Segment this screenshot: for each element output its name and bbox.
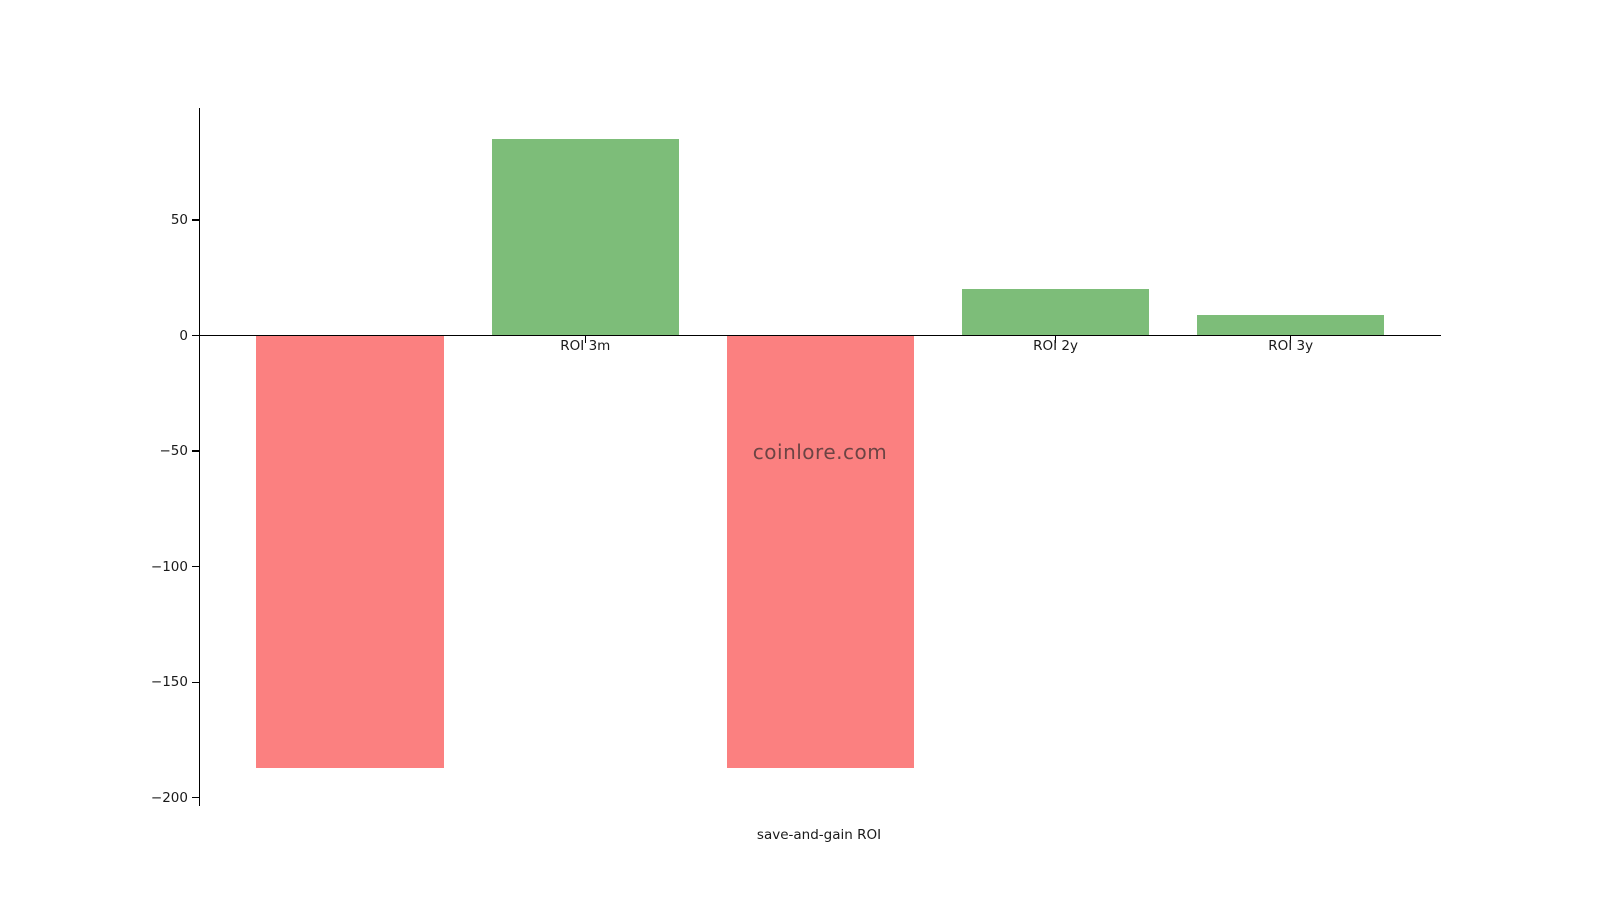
- y-tick-label: −50: [159, 443, 189, 460]
- y-tick: [191, 334, 199, 337]
- x-tick-label: ROI 3m: [560, 337, 611, 354]
- bar: [491, 139, 680, 336]
- y-tick: [191, 681, 199, 683]
- y-tick-label: −200: [150, 789, 188, 806]
- y-tick-label: −100: [150, 558, 188, 575]
- y-tick: [191, 219, 199, 221]
- x-tick-label: ROI 2y: [1033, 337, 1078, 354]
- x-tick-label: ROI 3y: [1268, 337, 1314, 354]
- bar: [961, 289, 1150, 336]
- x-tick: [1054, 335, 1057, 343]
- bar: [1196, 314, 1385, 336]
- y-tick-label: 0: [179, 327, 188, 344]
- y-tick: [191, 566, 199, 568]
- bar: [726, 335, 915, 768]
- x-tick: [584, 335, 586, 343]
- x-axis-title: save-and-gain ROI: [756, 827, 882, 843]
- y-tick-label: −150: [150, 674, 188, 691]
- y-tick: [191, 797, 199, 799]
- x-tick: [1290, 335, 1292, 343]
- bar: [256, 335, 444, 768]
- y-tick-label: 50: [170, 211, 188, 228]
- y-axis-spine: [198, 108, 200, 806]
- y-tick: [191, 450, 199, 452]
- x-axis-line: [200, 334, 1441, 337]
- watermark-text: coinlore.com: [752, 440, 888, 464]
